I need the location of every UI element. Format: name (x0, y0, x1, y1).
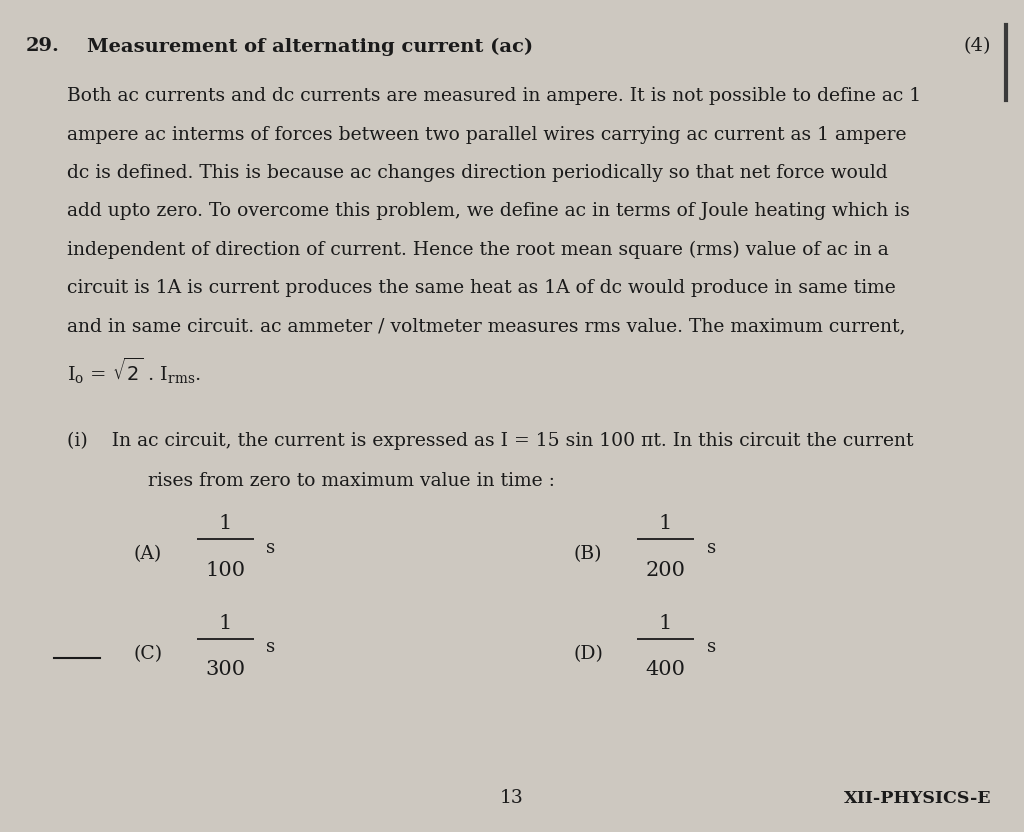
Text: 300: 300 (205, 661, 246, 680)
Text: add upto zero. To overcome this problem, we define ac in terms of Joule heating : add upto zero. To overcome this problem,… (67, 202, 909, 220)
Text: XII-PHYSICS-E: XII-PHYSICS-E (844, 790, 991, 807)
Text: s: s (707, 638, 716, 656)
Text: 1: 1 (658, 514, 673, 533)
Text: Measurement of alternating current (ac): Measurement of alternating current (ac) (87, 37, 534, 56)
Text: s: s (266, 638, 275, 656)
Text: 400: 400 (645, 661, 686, 680)
Text: and in same circuit. ac ammeter / voltmeter measures rms value. The maximum curr: and in same circuit. ac ammeter / voltme… (67, 317, 905, 335)
Text: circuit is 1A is current produces the same heat as 1A of dc would produce in sam: circuit is 1A is current produces the sa… (67, 279, 895, 297)
Text: (4): (4) (964, 37, 991, 56)
Text: ampere ac interms of forces between two parallel wires carrying ac current as 1 : ampere ac interms of forces between two … (67, 126, 906, 144)
Text: s: s (266, 538, 275, 557)
Text: rises from zero to maximum value in time :: rises from zero to maximum value in time… (148, 472, 555, 490)
Text: 200: 200 (645, 561, 686, 580)
Text: 1: 1 (218, 614, 232, 633)
Text: s: s (707, 538, 716, 557)
Text: (D): (D) (573, 645, 603, 663)
Text: 100: 100 (205, 561, 246, 580)
Text: 1: 1 (658, 614, 673, 633)
Text: (A): (A) (133, 545, 162, 563)
Text: independent of direction of current. Hence the root mean square (rms) value of a: independent of direction of current. Hen… (67, 240, 888, 259)
Text: 29.: 29. (26, 37, 59, 56)
Text: Both ac currents and dc currents are measured in ampere. It is not possible to d: Both ac currents and dc currents are mea… (67, 87, 921, 106)
Text: 1: 1 (218, 514, 232, 533)
Text: dc is defined. This is because ac changes direction periodically so that net for: dc is defined. This is because ac change… (67, 164, 887, 182)
Text: (i)    In ac circuit, the current is expressed as I = 15 sin 100 πt. In this cir: (i) In ac circuit, the current is expres… (67, 432, 913, 450)
Text: 13: 13 (500, 789, 524, 807)
Text: (B): (B) (573, 545, 602, 563)
Text: I$_\mathregular{o}$ = $\sqrt{2}$ . I$_\mathregular{rms}$.: I$_\mathregular{o}$ = $\sqrt{2}$ . I$_\m… (67, 355, 201, 386)
Text: (C): (C) (133, 645, 162, 663)
